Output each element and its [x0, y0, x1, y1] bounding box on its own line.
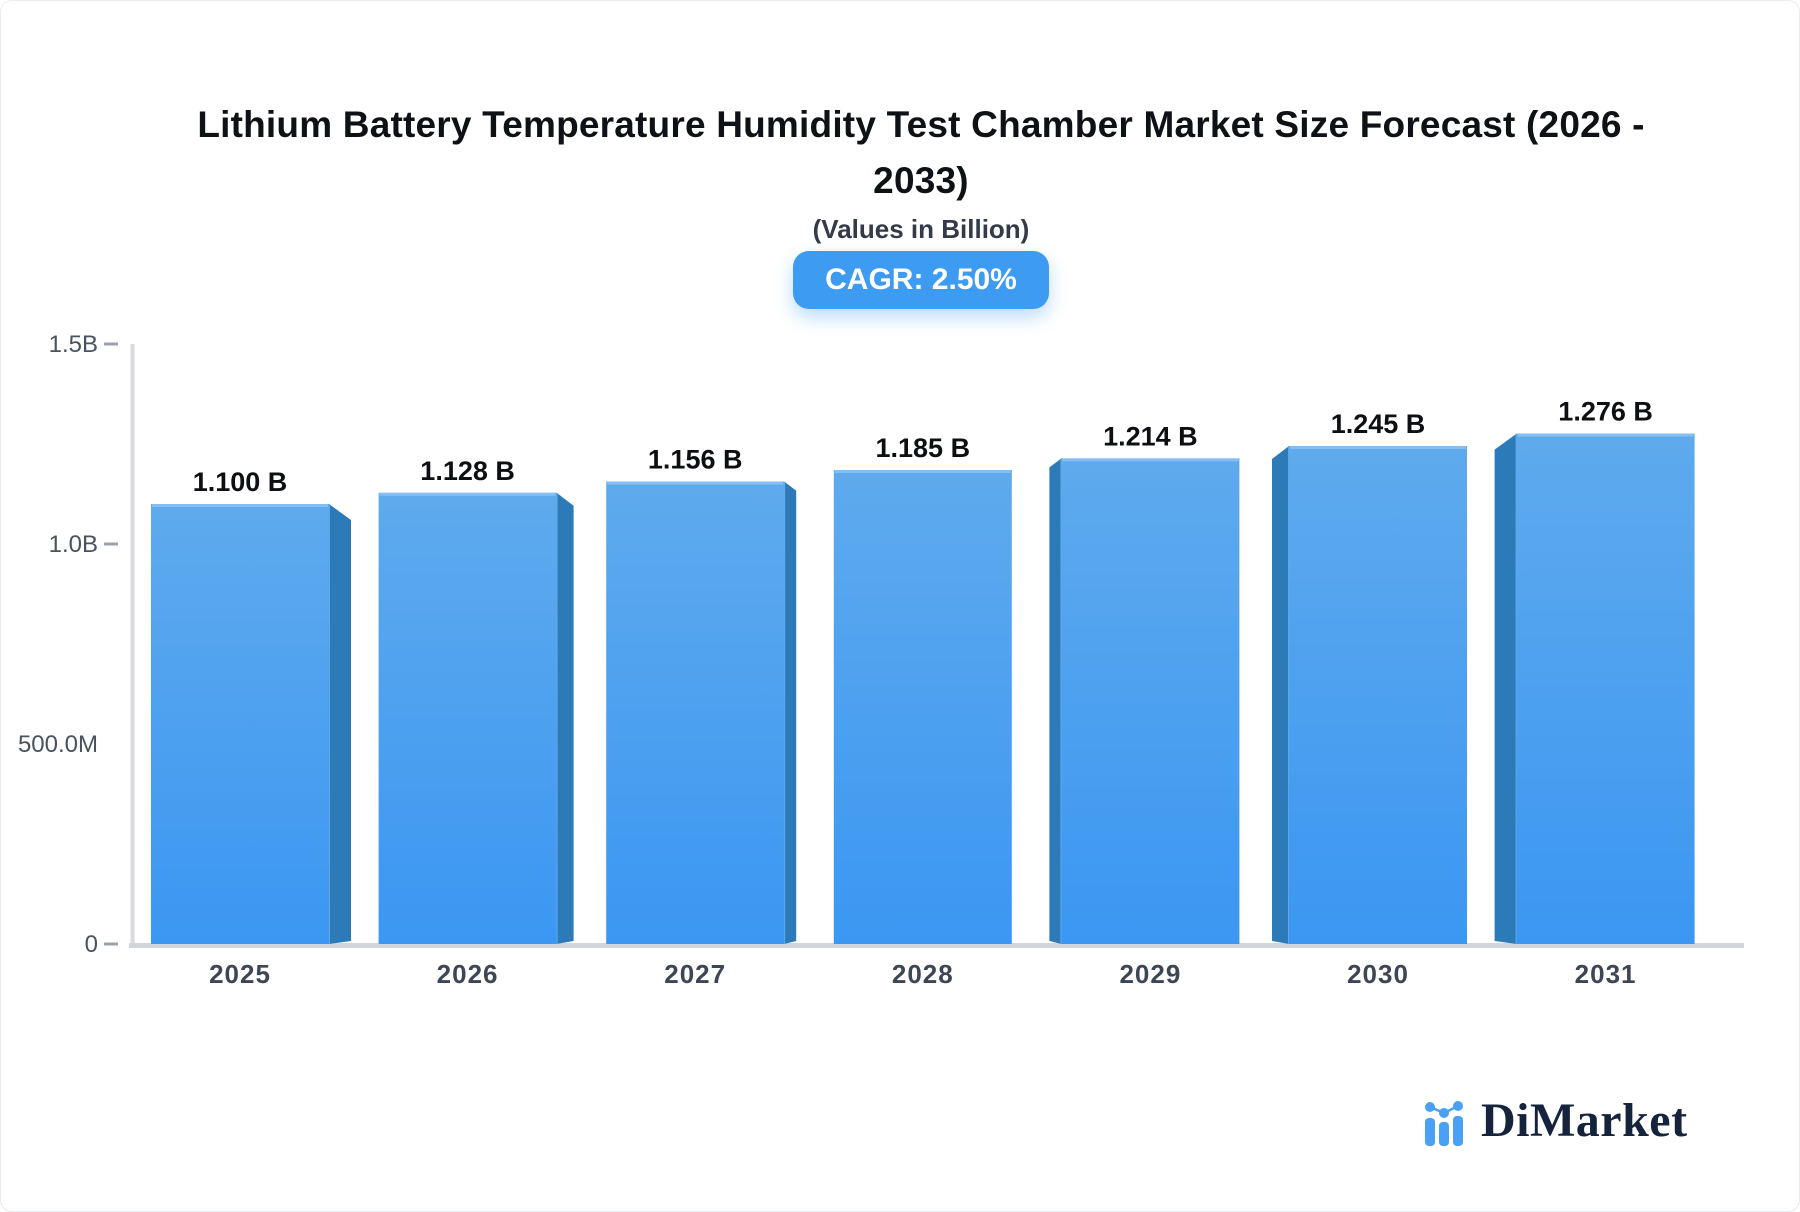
bar-front-face: [1289, 446, 1467, 944]
bar-front-face: [833, 470, 1012, 944]
bar-value-label: 1.156 B: [648, 445, 743, 475]
bar-value-label: 1.276 B: [1558, 397, 1653, 427]
bar-value-label: 1.100 B: [193, 467, 288, 497]
bar-side-face: [1272, 446, 1289, 944]
svg-text:1.5B: 1.5B: [49, 331, 98, 358]
svg-text:500.0M: 500.0M: [18, 731, 98, 758]
bar-group-2029[interactable]: [1049, 458, 1240, 944]
bar-side-face: [329, 504, 351, 944]
bar-front-face: [1516, 433, 1695, 944]
bar-group-2025[interactable]: [151, 504, 351, 944]
x-axis-label-2031: 2031: [1575, 959, 1637, 989]
y-axis-tick-0: 0: [85, 931, 118, 958]
bar-side-face: [784, 481, 797, 944]
dimarket-logo-text: DiMarket: [1481, 1094, 1688, 1147]
chart-title: Lithium Battery Temperature Humidity Tes…: [197, 104, 1645, 201]
chart-subtitle: (Values in Billion): [812, 214, 1030, 244]
svg-text:1.0B: 1.0B: [49, 531, 98, 558]
bar-group-2031[interactable]: [1494, 433, 1695, 944]
dimarket-logo: DiMarket: [1423, 1093, 1688, 1148]
bar-group-2028[interactable]: [833, 470, 1012, 944]
svg-text:0: 0: [85, 931, 98, 958]
bar-group-2030[interactable]: [1272, 446, 1467, 944]
x-axis-label-2029: 2029: [1119, 959, 1181, 989]
dimarket-logo-icon: [1425, 1100, 1463, 1146]
y-axis-tick-500.0M: 500.0M: [18, 731, 98, 758]
bar-front-face: [1061, 458, 1240, 944]
y-axis-tick-1.5B: 1.5B: [49, 331, 118, 358]
chart-header: Lithium Battery Temperature Humidity Tes…: [171, 97, 1671, 309]
bar-value-label: 1.245 B: [1331, 409, 1426, 439]
bar-group-2027[interactable]: [606, 481, 797, 944]
x-axis-label-2026: 2026: [437, 959, 499, 989]
bar-value-label: 1.128 B: [420, 456, 515, 486]
bar-value-label: 1.214 B: [1103, 421, 1198, 451]
cagr-badge: CAGR: 2.50%: [793, 251, 1049, 309]
bar-group-2026[interactable]: [378, 492, 574, 944]
bar-side-face: [1494, 433, 1517, 944]
bar-side-face: [556, 492, 574, 944]
bar-front-face: [378, 492, 557, 944]
bar-side-face: [1049, 458, 1062, 944]
bar-value-label: 1.185 B: [876, 433, 971, 463]
y-axis-tick-1.0B: 1.0B: [49, 531, 118, 558]
x-axis-label-2028: 2028: [892, 959, 954, 989]
bar-front-face: [151, 504, 329, 944]
x-axis-label-2027: 2027: [664, 959, 726, 989]
bar-front-face: [606, 481, 785, 944]
axes: [129, 344, 1744, 948]
x-axis-label-2025: 2025: [209, 959, 271, 989]
x-axis-label-2030: 2030: [1347, 959, 1409, 989]
